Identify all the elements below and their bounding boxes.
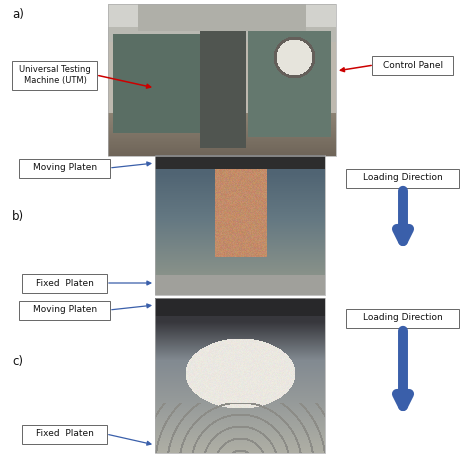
Text: Fixed  Platen: Fixed Platen: [36, 430, 94, 438]
Text: Universal Testing
Machine (UTM): Universal Testing Machine (UTM): [19, 65, 91, 85]
Text: Loading Direction: Loading Direction: [363, 174, 443, 182]
Text: Control Panel: Control Panel: [383, 60, 443, 70]
Text: Moving Platen: Moving Platen: [33, 305, 97, 315]
FancyBboxPatch shape: [346, 169, 459, 187]
FancyBboxPatch shape: [346, 309, 459, 327]
Text: Loading Direction: Loading Direction: [363, 313, 443, 322]
Text: Fixed  Platen: Fixed Platen: [36, 278, 94, 288]
Bar: [155, 155, 325, 295]
Bar: [155, 298, 325, 453]
FancyBboxPatch shape: [22, 425, 108, 443]
Text: a): a): [12, 8, 24, 21]
FancyBboxPatch shape: [373, 55, 454, 75]
FancyBboxPatch shape: [22, 273, 108, 293]
FancyBboxPatch shape: [19, 300, 110, 320]
Text: b): b): [12, 210, 24, 223]
Text: c): c): [12, 355, 23, 368]
Text: Moving Platen: Moving Platen: [33, 164, 97, 173]
FancyBboxPatch shape: [19, 158, 110, 178]
FancyBboxPatch shape: [12, 60, 98, 89]
Bar: [108, 4, 336, 156]
